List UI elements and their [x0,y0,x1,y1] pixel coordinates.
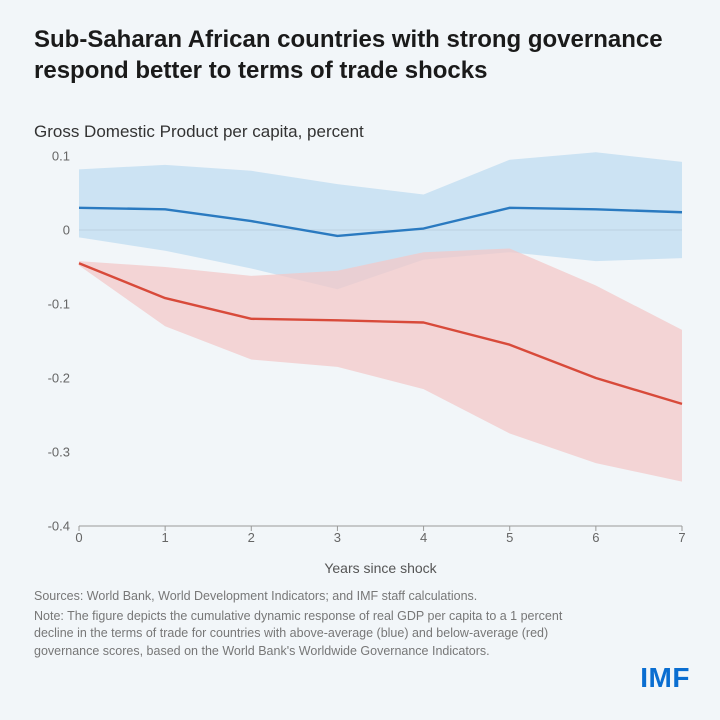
sources-text: Sources: World Bank, World Development I… [34,588,594,606]
x-tick-label: 7 [678,530,685,545]
chart-container: 0.10-0.1-0.2-0.3-0.4 Years since shock 0… [34,156,682,556]
y-tick-label: 0 [63,223,70,238]
x-tick-label: 0 [75,530,82,545]
x-tick-label: 4 [420,530,427,545]
footer-notes: Sources: World Bank, World Development I… [34,588,594,660]
x-tick-label: 1 [162,530,169,545]
below-average-governance-band [79,249,682,482]
y-tick-label: 0.1 [52,149,70,164]
page-title: Sub-Saharan African countries with stron… [34,24,690,86]
x-tick-label: 6 [592,530,599,545]
x-tick-label: 2 [248,530,255,545]
x-tick-label: 5 [506,530,513,545]
y-tick-label: -0.4 [48,519,70,534]
y-tick-label: -0.1 [48,297,70,312]
y-tick-label: -0.3 [48,445,70,460]
x-axis: Years since shock 01234567 [79,526,682,556]
x-axis-label: Years since shock [324,560,436,576]
y-tick-label: -0.2 [48,371,70,386]
note-text: Note: The figure depicts the cumulative … [34,608,594,661]
plot-area [79,156,682,526]
chart-subtitle: Gross Domestic Product per capita, perce… [34,122,690,142]
y-axis: 0.10-0.1-0.2-0.3-0.4 [34,156,74,526]
x-tick-label: 3 [334,530,341,545]
imf-logo: IMF [640,662,690,694]
